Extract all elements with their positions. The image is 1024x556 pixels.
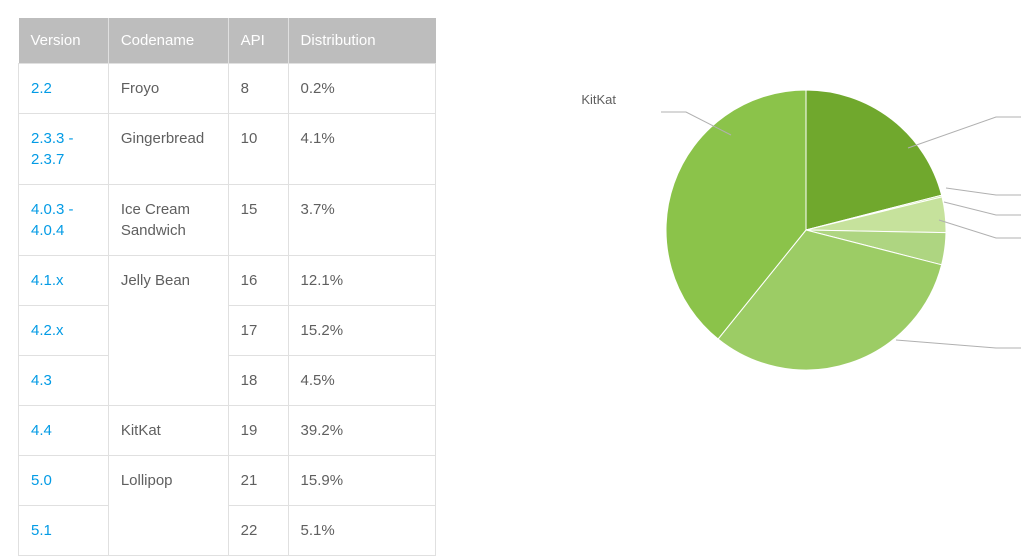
cell-version: 2.3.3 - 2.3.7 [19, 114, 109, 185]
col-header: Version [19, 18, 109, 64]
leader-line [939, 220, 1021, 238]
leader-line [896, 340, 1021, 348]
cell-api: 21 [228, 456, 288, 506]
cell-distribution: 4.1% [288, 114, 435, 185]
table-row: 4.0.3 - 4.0.4Ice Cream Sandwich153.7% [19, 185, 436, 256]
cell-api: 18 [228, 356, 288, 406]
cell-api: 10 [228, 114, 288, 185]
cell-distribution: 12.1% [288, 256, 435, 306]
cell-codename: Ice Cream Sandwich [108, 185, 228, 256]
version-table: VersionCodenameAPIDistribution 2.2Froyo8… [18, 18, 436, 556]
col-header: Distribution [288, 18, 435, 64]
pie-chart: LollipopFroyoGingerbreadIce Cream Sandwi… [536, 40, 1024, 400]
cell-distribution: 15.9% [288, 456, 435, 506]
cell-distribution: 5.1% [288, 506, 435, 556]
cell-distribution: 39.2% [288, 406, 435, 456]
leader-line [946, 188, 1021, 195]
pie-chart-container: LollipopFroyoGingerbreadIce Cream Sandwi… [436, 0, 1024, 540]
leader-line [944, 202, 1021, 215]
cell-codename: Gingerbread [108, 114, 228, 185]
table-row: 4.4KitKat1939.2% [19, 406, 436, 456]
cell-version: 4.4 [19, 406, 109, 456]
table-row: 2.3.3 - 2.3.7Gingerbread104.1% [19, 114, 436, 185]
col-header: Codename [108, 18, 228, 64]
cell-api: 8 [228, 64, 288, 114]
cell-api: 22 [228, 506, 288, 556]
pie-label: KitKat [581, 92, 616, 107]
cell-version: 5.1 [19, 506, 109, 556]
cell-version: 4.1.x [19, 256, 109, 306]
version-table-container: VersionCodenameAPIDistribution 2.2Froyo8… [0, 0, 436, 540]
cell-distribution: 3.7% [288, 185, 435, 256]
cell-distribution: 4.5% [288, 356, 435, 406]
cell-codename: Lollipop [108, 456, 228, 556]
table-row: 4.1.xJelly Bean1612.1% [19, 256, 436, 306]
table-row: 5.0Lollipop2115.9% [19, 456, 436, 506]
cell-version: 5.0 [19, 456, 109, 506]
cell-api: 17 [228, 306, 288, 356]
table-row: 2.2Froyo80.2% [19, 64, 436, 114]
cell-version: 4.2.x [19, 306, 109, 356]
cell-distribution: 0.2% [288, 64, 435, 114]
cell-api: 15 [228, 185, 288, 256]
cell-codename: Jelly Bean [108, 256, 228, 406]
cell-version: 4.0.3 - 4.0.4 [19, 185, 109, 256]
col-header: API [228, 18, 288, 64]
cell-api: 19 [228, 406, 288, 456]
cell-codename: Froyo [108, 64, 228, 114]
cell-version: 2.2 [19, 64, 109, 114]
cell-version: 4.3 [19, 356, 109, 406]
cell-distribution: 15.2% [288, 306, 435, 356]
cell-codename: KitKat [108, 406, 228, 456]
cell-api: 16 [228, 256, 288, 306]
leader-line [908, 117, 1021, 148]
